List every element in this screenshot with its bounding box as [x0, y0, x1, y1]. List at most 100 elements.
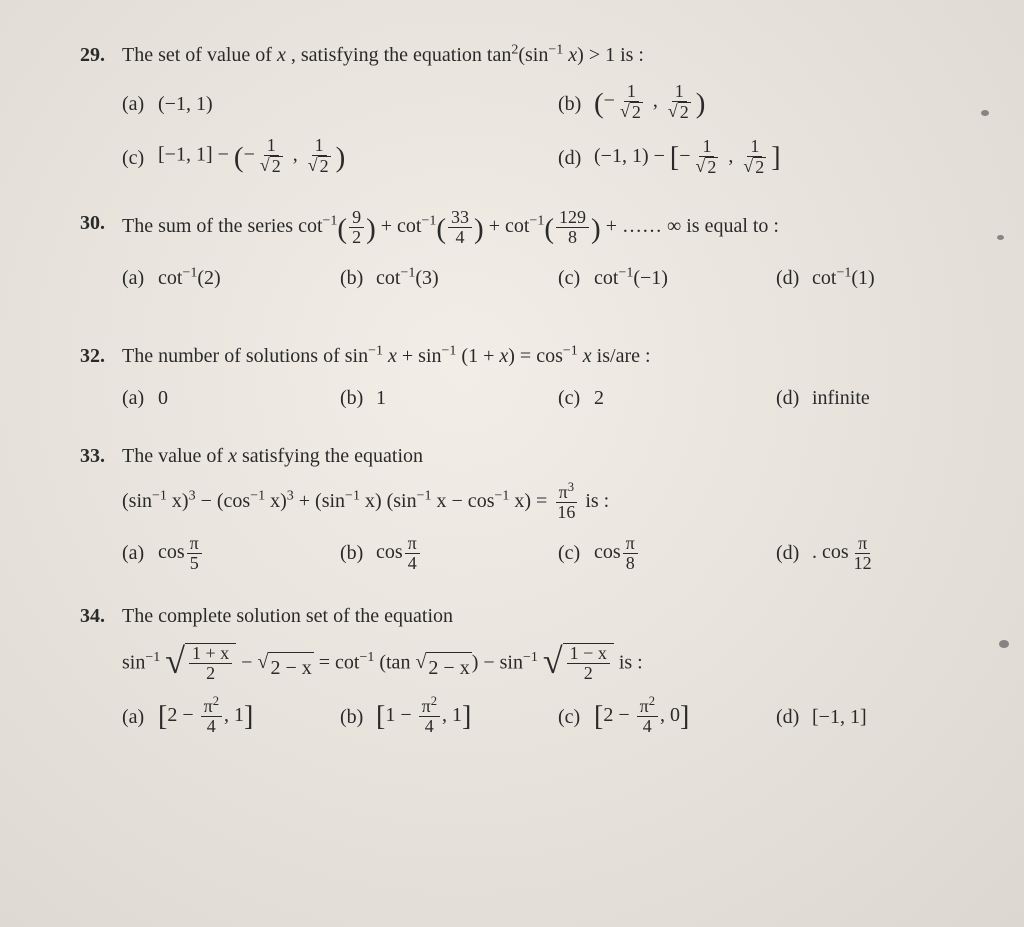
- exponent: −1: [152, 488, 167, 503]
- opt-body: infinite: [812, 383, 870, 413]
- question-text: The set of value of x , satisfying the e…: [122, 40, 644, 70]
- option-b: (b)cot−1(3): [340, 263, 528, 293]
- question-text: The complete solution set of the equatio…: [122, 601, 453, 631]
- text: (1 +: [456, 345, 499, 367]
- opt-body: 0: [158, 383, 168, 413]
- question-text: The sum of the series cot−1(92) + cot−1(…: [122, 208, 779, 252]
- numerator: 1: [264, 136, 279, 156]
- text: , 0: [660, 704, 680, 726]
- text: + …… ∞ is equal to :: [601, 215, 779, 237]
- question-number: 32.: [80, 341, 114, 371]
- denominator: 2: [318, 156, 331, 176]
- exponent: 3: [287, 488, 294, 503]
- option-c: (c) [−1, 1] − (−1√2 , 1√2): [122, 136, 528, 180]
- numerator: π: [204, 696, 213, 716]
- opt-label: (c): [122, 143, 152, 173]
- var-x: x: [277, 44, 286, 66]
- numerator: 1: [672, 82, 687, 102]
- exponent: −1: [359, 649, 374, 664]
- page: 29. The set of value of x , satisfying t…: [0, 0, 1024, 927]
- opt-label: (d): [776, 702, 806, 732]
- opt-body: 1: [376, 383, 386, 413]
- denominator: 2: [581, 664, 596, 683]
- fn: (sin: [122, 490, 152, 512]
- question-text: The value of x satisfying the equation: [122, 441, 423, 471]
- equation: sin−1 √1 + x2 − √2 − x = cot−1 (tan √2 −…: [122, 643, 964, 685]
- text: ) =: [524, 490, 552, 512]
- opt-body: cot−1(2): [158, 263, 221, 293]
- speck: [999, 640, 1009, 648]
- opt-label: (b): [340, 383, 370, 413]
- denominator: 2: [678, 102, 691, 122]
- exponent: −1: [563, 343, 578, 358]
- fn: ) − sin: [472, 651, 523, 673]
- exponent: −1: [618, 265, 633, 280]
- numerator: 1 +: [192, 643, 220, 663]
- exponent: −1: [182, 265, 197, 280]
- question-number: 29.: [80, 40, 114, 70]
- fn: − cos: [447, 490, 495, 512]
- option-c: (c)cosπ8: [558, 534, 746, 573]
- opt-label: (a): [122, 383, 152, 413]
- exponent: −1: [421, 213, 436, 228]
- question-32: 32. The number of solutions of sin−1 x +…: [80, 341, 964, 413]
- denominator: 12: [851, 554, 875, 573]
- option-a: (a)[2 − π24, 1]: [122, 696, 310, 738]
- var-x: x: [509, 490, 524, 512]
- fn: = cot: [319, 651, 360, 673]
- exponent: 2: [431, 694, 437, 708]
- options: (a)cot−1(2) (b)cot−1(3) (c)cot−1(−1) (d)…: [122, 263, 964, 293]
- numerator: π: [640, 696, 649, 716]
- paren: ): [280, 490, 287, 512]
- denominator: 4: [453, 228, 468, 247]
- exponent: 3: [568, 480, 574, 494]
- opt-body: [−1, 1] − (−1√2 , 1√2): [158, 136, 345, 180]
- denominator: 2: [349, 228, 364, 247]
- var-x: x: [302, 657, 312, 679]
- opt-label: (d): [558, 143, 588, 173]
- denominator: 5: [187, 554, 202, 573]
- exponent: −1: [494, 488, 509, 503]
- opt-label: (a): [122, 538, 152, 568]
- options: (a)0 (b)1 (c)2 (d)infinite: [122, 383, 964, 413]
- option-a: (a)cosπ5: [122, 534, 310, 573]
- numerator: 1: [312, 136, 327, 156]
- arg: (−1): [633, 267, 668, 289]
- minus: −: [679, 144, 690, 166]
- arg: (2): [197, 267, 220, 289]
- text: ) = cos: [508, 345, 563, 367]
- exponent: 3: [189, 488, 196, 503]
- text: , satisfying the equation tan: [286, 44, 512, 66]
- option-c: (c)2: [558, 383, 746, 413]
- opt-body: [2 − π24, 0]: [594, 696, 689, 738]
- denominator: 2: [753, 157, 766, 177]
- text: 2 −: [167, 704, 198, 726]
- text: (−1, 1) −: [594, 144, 670, 166]
- fn: . cos: [812, 541, 849, 563]
- denominator: 2: [630, 102, 643, 122]
- fn: ) (sin: [375, 490, 417, 512]
- opt-label: (a): [122, 702, 152, 732]
- text: is :: [580, 490, 609, 512]
- var-x: x: [220, 643, 229, 663]
- var-x: x: [360, 490, 375, 512]
- var-x: x: [432, 490, 447, 512]
- text: + cot: [484, 215, 530, 237]
- var-x: x: [460, 657, 470, 679]
- text: , 1: [442, 704, 462, 726]
- fn: cos: [376, 541, 403, 563]
- opt-body: (−1, 1) − [−1√2 , 1√2]: [594, 137, 781, 179]
- option-d: (d) (−1, 1) − [−1√2 , 1√2]: [558, 136, 964, 180]
- option-a: (a)cot−1(2): [122, 263, 310, 293]
- fn: cos: [594, 541, 621, 563]
- option-d: (d)infinite: [776, 383, 964, 413]
- question-30: 30. The sum of the series cot−1(92) + co…: [80, 208, 964, 294]
- exponent: −1: [145, 649, 160, 664]
- denominator: 4: [405, 554, 420, 573]
- opt-body: . cosπ12: [812, 534, 877, 573]
- opt-label: (b): [340, 263, 370, 293]
- fn: cot: [594, 267, 618, 289]
- options: (a)cosπ5 (b)cosπ4 (c)cosπ8 (d). cosπ12: [122, 534, 964, 573]
- radicand: 2 −: [428, 657, 459, 679]
- opt-body: cosπ5: [158, 534, 204, 573]
